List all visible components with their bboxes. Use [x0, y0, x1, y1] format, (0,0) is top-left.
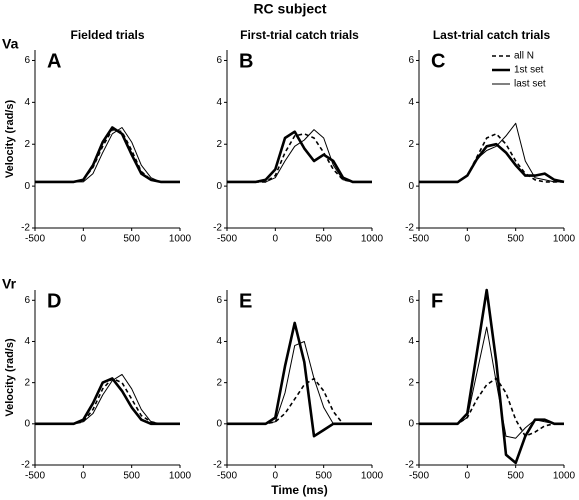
y-tick-label: 0	[24, 418, 30, 429]
y-tick-label: 6	[216, 55, 222, 66]
x-axis-label: Time (ms)	[271, 483, 327, 497]
x-tick-label: 1000	[361, 471, 384, 482]
panel-letter: B	[239, 50, 253, 72]
x-tick-label: -500	[25, 234, 45, 245]
data-line	[227, 129, 372, 183]
legend-label: last set	[514, 79, 546, 90]
y-tick-label: 4	[216, 336, 222, 347]
x-tick-label: 0	[273, 471, 279, 482]
x-tick-label: -500	[409, 471, 429, 482]
y-tick-label: 0	[216, 418, 222, 429]
y-tick-label: -2	[21, 223, 30, 234]
data-line	[227, 130, 372, 184]
legend-label: 1st set	[514, 65, 544, 76]
y-tick-label: 2	[216, 377, 222, 388]
panel-letter: D	[47, 290, 61, 312]
y-tick-label: 0	[408, 181, 414, 192]
y-tick-label: 4	[24, 336, 30, 347]
data-line	[35, 126, 180, 184]
x-tick-label: 1000	[169, 471, 192, 482]
panel-title: First-trial catch trials	[240, 28, 359, 42]
y-tick-label: 4	[24, 97, 30, 108]
y-tick-label: 0	[408, 418, 414, 429]
x-tick-label: 1000	[361, 234, 384, 245]
x-tick-label: 500	[315, 234, 332, 245]
y-tick-label: -2	[405, 460, 414, 471]
y-tick-label: 6	[24, 55, 30, 66]
y-tick-label: 2	[408, 139, 414, 150]
x-tick-label: 500	[123, 234, 140, 245]
x-tick-label: 500	[507, 471, 524, 482]
panel-letter: F	[431, 290, 443, 312]
y-tick-label: 6	[408, 55, 414, 66]
y-tick-label: 4	[408, 97, 414, 108]
data-line	[419, 377, 564, 437]
y-tick-label: 0	[216, 181, 222, 192]
y-tick-label: 0	[24, 181, 30, 192]
y-tick-label: 6	[24, 295, 30, 306]
data-line	[35, 377, 180, 425]
x-tick-label: 0	[81, 234, 87, 245]
x-tick-label: 1000	[553, 234, 576, 245]
data-line	[35, 373, 180, 425]
y-tick-label: -2	[21, 460, 30, 471]
x-tick-label: 500	[123, 471, 140, 482]
x-tick-label: 0	[465, 234, 471, 245]
x-tick-label: -500	[409, 234, 429, 245]
y-tick-label: 2	[24, 139, 30, 150]
data-line	[227, 377, 372, 425]
y-tick-label: -2	[213, 223, 222, 234]
panel-title: Last-trial catch trials	[433, 28, 551, 42]
row-label: Vr	[2, 276, 17, 292]
x-tick-label: 1000	[169, 234, 192, 245]
panel-letter: C	[431, 50, 445, 72]
panel-letter: A	[47, 50, 61, 72]
x-tick-label: 500	[315, 471, 332, 482]
data-line	[35, 377, 180, 426]
x-tick-label: -500	[25, 471, 45, 482]
x-tick-label: 0	[81, 471, 87, 482]
legend-label: all N	[514, 51, 534, 62]
x-tick-label: 1000	[553, 471, 576, 482]
y-tick-label: -2	[213, 460, 222, 471]
data-line	[419, 122, 564, 183]
y-tick-label: -2	[405, 223, 414, 234]
panel-title: Fielded trials	[70, 28, 144, 42]
data-line	[227, 321, 372, 438]
x-tick-label: 0	[465, 471, 471, 482]
y-tick-label: 4	[216, 97, 222, 108]
data-line	[419, 142, 565, 184]
x-tick-label: 500	[507, 234, 524, 245]
row-label: Va	[2, 36, 19, 52]
y-tick-label: 6	[216, 295, 222, 306]
x-tick-label: -500	[217, 471, 237, 482]
data-line	[227, 341, 372, 425]
y-tick-label: 2	[24, 377, 30, 388]
data-line	[419, 288, 564, 465]
figure-title: RC subject	[253, 1, 326, 17]
data-line	[35, 127, 180, 183]
y-tick-label: 2	[408, 377, 414, 388]
y-tick-label: 4	[408, 336, 414, 347]
x-tick-label: 0	[273, 234, 279, 245]
panel-letter: E	[239, 290, 252, 312]
y-axis-label: Velocity (rad/s)	[4, 100, 16, 179]
x-tick-label: -500	[217, 234, 237, 245]
y-tick-label: 6	[408, 295, 414, 306]
data-line	[419, 326, 564, 439]
data-line	[35, 128, 180, 183]
y-tick-label: 2	[216, 139, 222, 150]
y-axis-label: Velocity (rad/s)	[4, 338, 16, 417]
